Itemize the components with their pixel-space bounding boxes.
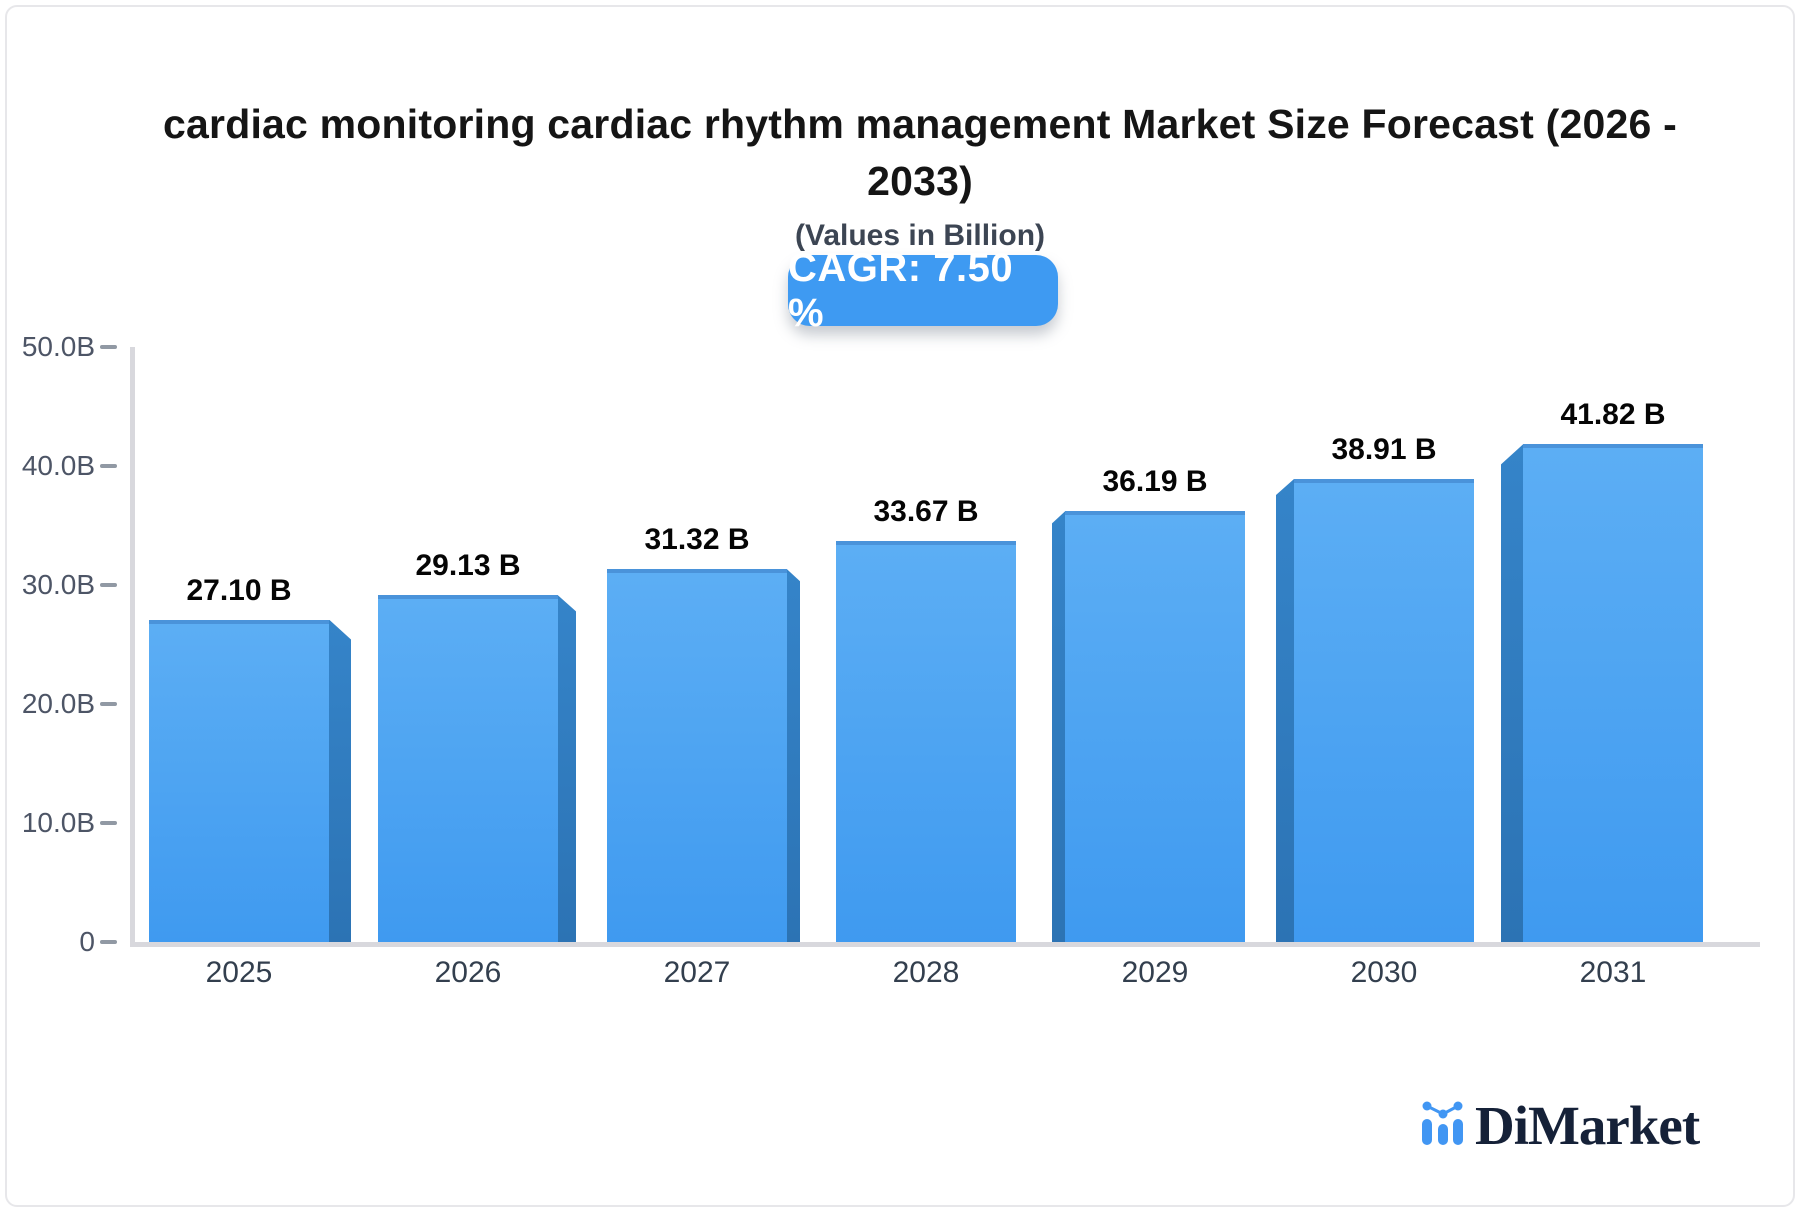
y-tick-dash xyxy=(100,345,117,349)
brand-footer: DiMarket xyxy=(1421,1095,1700,1160)
bar-3d-side xyxy=(558,595,576,942)
x-tick-label: 2027 xyxy=(663,956,731,989)
x-axis-line xyxy=(130,942,1760,947)
bar-2026 xyxy=(378,595,558,942)
bar-2030 xyxy=(1294,478,1474,942)
y-tick-dash xyxy=(100,702,117,706)
bar-value-label: 41.82 B xyxy=(1560,398,1666,432)
bar-3d-side xyxy=(787,569,800,942)
x-tick-label: 2030 xyxy=(1350,956,1418,989)
x-tick-label: 2031 xyxy=(1579,956,1647,989)
chart-title-line1: cardiac monitoring cardiac rhythm manage… xyxy=(163,101,1677,147)
y-tick-label: 50.0B xyxy=(21,331,95,362)
bar-3d-side xyxy=(1501,444,1523,942)
brand-name: DiMarket xyxy=(1475,1095,1700,1156)
bar-2025 xyxy=(149,619,329,942)
bar-2031 xyxy=(1523,444,1703,942)
bar-2027 xyxy=(607,569,787,942)
x-tick-label: 2026 xyxy=(434,956,502,989)
bar-3d-side xyxy=(1276,478,1294,942)
bar-value-label: 27.10 B xyxy=(186,573,292,607)
y-axis-line xyxy=(130,347,135,947)
x-tick-label: 2028 xyxy=(892,956,960,989)
bar-3d-side xyxy=(329,619,351,942)
dimarket-logo-icon xyxy=(1422,1101,1463,1145)
bar-value-label: 33.67 B xyxy=(873,495,979,529)
x-tick-label: 2029 xyxy=(1121,956,1189,989)
bar-value-label: 31.32 B xyxy=(644,523,750,557)
y-tick-label: 40.0B xyxy=(21,450,95,481)
x-tick-label: 2025 xyxy=(205,956,273,989)
y-tick-label: 20.0B xyxy=(21,688,95,719)
chart-subtitle: (Values in Billion) xyxy=(794,219,1046,252)
bar-value-label: 36.19 B xyxy=(1102,465,1208,499)
y-tick-dash xyxy=(100,940,117,944)
bar-3d-side xyxy=(1052,511,1065,942)
bar-2028 xyxy=(836,541,1016,942)
chart-title-line2: 2033) xyxy=(867,158,973,204)
y-tick-dash xyxy=(100,583,117,587)
y-tick-label: 10.0B xyxy=(21,807,95,838)
y-tick-label: 0 xyxy=(79,926,95,957)
bar-value-label: 38.91 B xyxy=(1331,432,1437,466)
y-tick-dash xyxy=(100,821,117,825)
chart-title: cardiac monitoring cardiac rhythm manage… xyxy=(20,96,1800,210)
bar-value-label: 29.13 B xyxy=(415,549,521,583)
bar-2029 xyxy=(1065,511,1245,942)
y-tick-dash xyxy=(100,464,117,468)
y-tick-label: 30.0B xyxy=(21,569,95,600)
